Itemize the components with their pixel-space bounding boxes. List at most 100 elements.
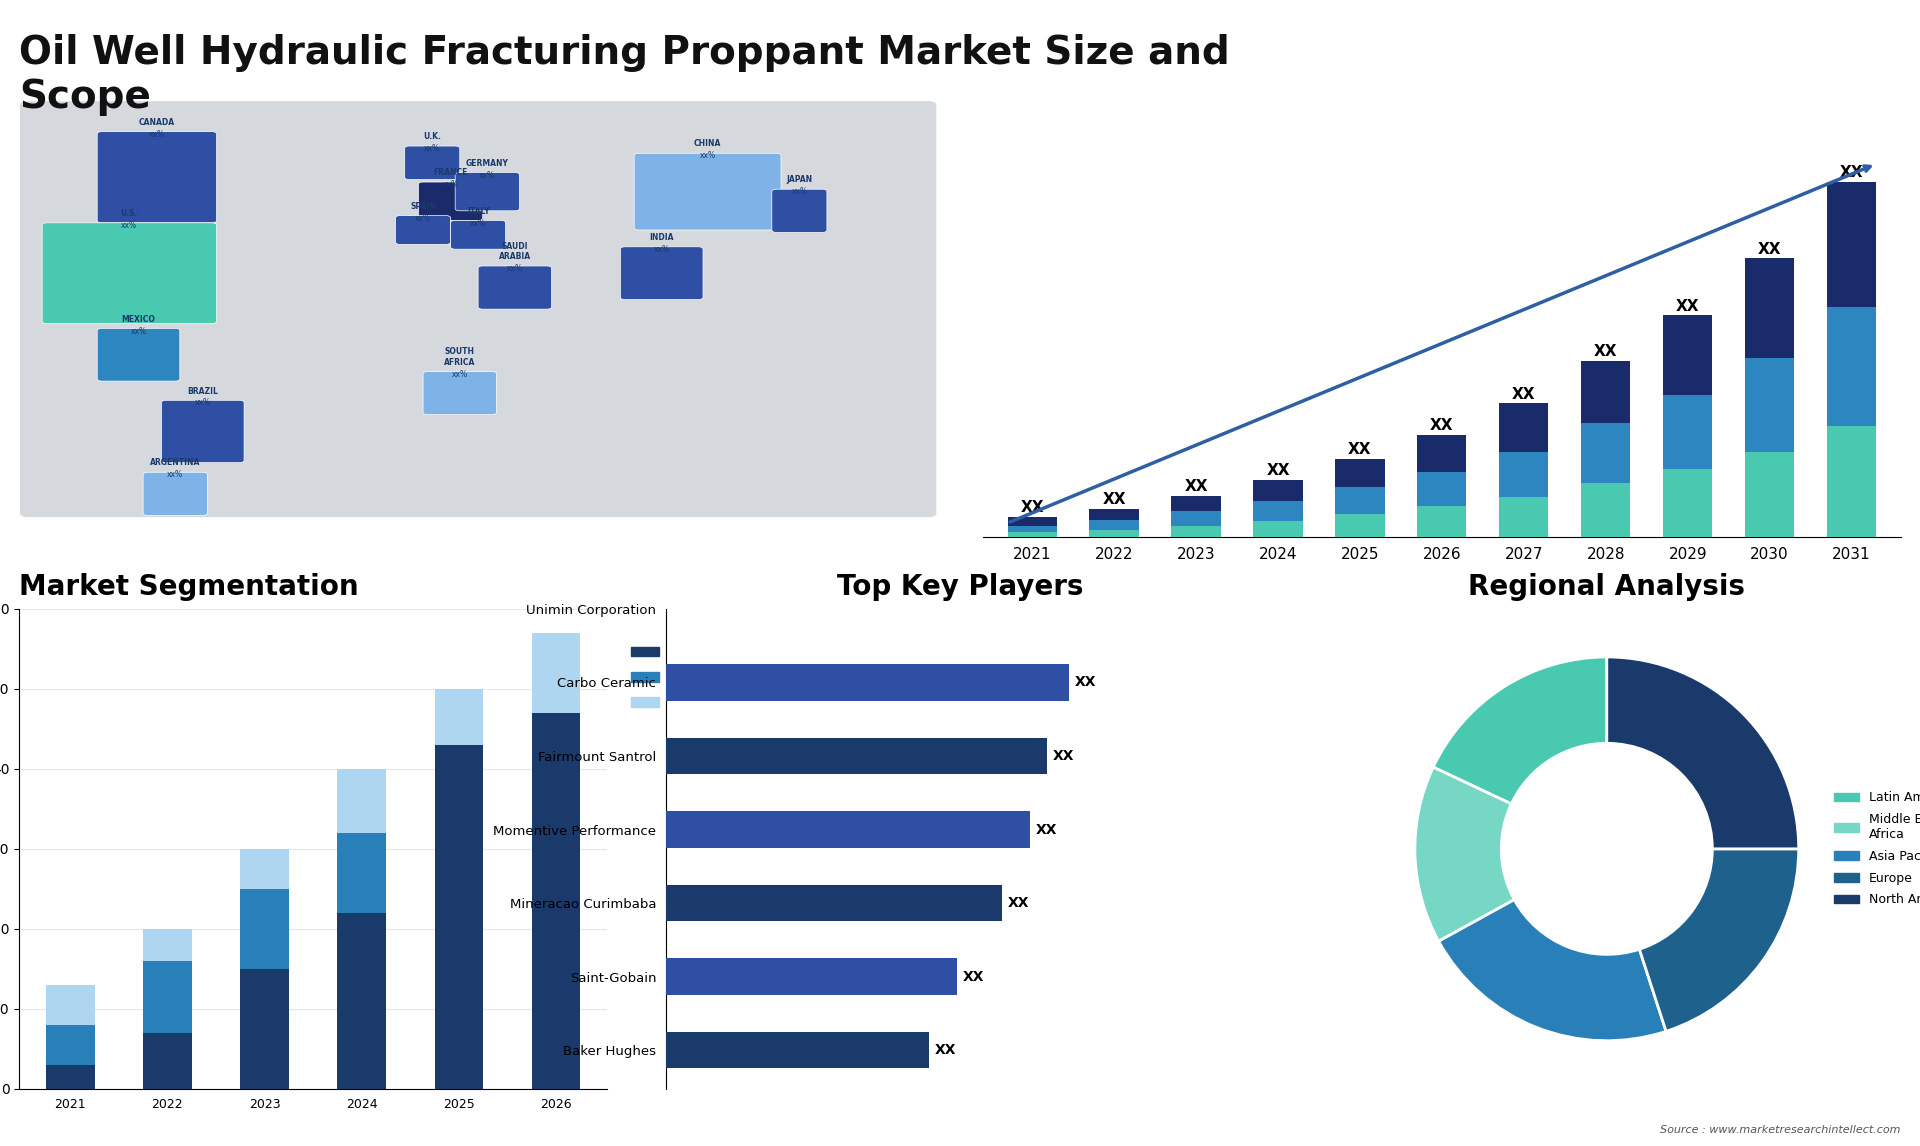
Text: xx%: xx% bbox=[470, 219, 486, 228]
Text: xx%: xx% bbox=[791, 188, 808, 196]
FancyBboxPatch shape bbox=[405, 146, 459, 180]
Bar bbox=[1008, 533, 1056, 537]
Bar bbox=[1008, 526, 1056, 533]
Text: xx%: xx% bbox=[480, 171, 495, 180]
Bar bbox=[338, 769, 386, 833]
Bar bbox=[46, 1025, 94, 1065]
Bar bbox=[1089, 531, 1139, 537]
Legend: Latin America, Middle East &
Africa, Asia Pacific, Europe, North America: Latin America, Middle East & Africa, Asi… bbox=[1830, 786, 1920, 911]
Text: XX: XX bbox=[1348, 442, 1371, 457]
Wedge shape bbox=[1432, 657, 1607, 803]
Bar bbox=[1171, 495, 1221, 511]
Bar bbox=[1828, 307, 1876, 426]
Title: Regional Analysis: Regional Analysis bbox=[1469, 573, 1745, 602]
Text: Oil Well Hydraulic Fracturing Proppant Market Size and
Scope: Oil Well Hydraulic Fracturing Proppant M… bbox=[19, 34, 1231, 117]
Text: GERMANY: GERMANY bbox=[467, 158, 509, 167]
Bar bbox=[1582, 423, 1630, 482]
Bar bbox=[338, 833, 386, 913]
Bar bbox=[338, 913, 386, 1089]
Bar bbox=[666, 738, 1046, 775]
Bar bbox=[1254, 521, 1302, 537]
Bar bbox=[666, 1031, 929, 1068]
Text: CANADA: CANADA bbox=[138, 118, 175, 127]
Bar bbox=[1254, 501, 1302, 521]
Text: XX: XX bbox=[1185, 479, 1208, 494]
Bar bbox=[144, 1033, 192, 1089]
FancyBboxPatch shape bbox=[455, 172, 520, 211]
FancyBboxPatch shape bbox=[634, 154, 781, 230]
Text: xx%: xx% bbox=[131, 327, 146, 336]
Bar bbox=[1417, 505, 1467, 537]
Text: xx%: xx% bbox=[415, 214, 432, 222]
Text: Market Segmentation: Market Segmentation bbox=[19, 573, 359, 602]
Bar bbox=[1582, 361, 1630, 423]
Text: FRANCE: FRANCE bbox=[434, 168, 468, 178]
Bar bbox=[1745, 452, 1795, 537]
Bar bbox=[1417, 434, 1467, 472]
Wedge shape bbox=[1438, 900, 1667, 1041]
Bar bbox=[1745, 358, 1795, 452]
Text: xx%: xx% bbox=[507, 265, 522, 273]
FancyBboxPatch shape bbox=[161, 400, 244, 463]
Text: XX: XX bbox=[1020, 501, 1044, 516]
Bar bbox=[144, 960, 192, 1033]
FancyBboxPatch shape bbox=[451, 220, 505, 249]
Text: XX: XX bbox=[1594, 344, 1617, 359]
Text: xx%: xx% bbox=[121, 221, 138, 230]
FancyBboxPatch shape bbox=[419, 182, 482, 220]
Text: CHINA: CHINA bbox=[693, 140, 722, 149]
Bar bbox=[240, 968, 288, 1089]
Text: xx%: xx% bbox=[653, 245, 670, 254]
Bar bbox=[1417, 472, 1467, 505]
FancyBboxPatch shape bbox=[42, 222, 217, 323]
Bar bbox=[666, 885, 1002, 921]
Bar bbox=[532, 713, 580, 1089]
Bar bbox=[1663, 395, 1713, 469]
FancyBboxPatch shape bbox=[422, 371, 497, 415]
Bar bbox=[666, 811, 1029, 848]
Bar bbox=[666, 665, 1069, 701]
Text: XX: XX bbox=[1676, 299, 1699, 314]
Text: U.S.: U.S. bbox=[121, 209, 138, 218]
Bar bbox=[1254, 479, 1302, 501]
Bar bbox=[1663, 469, 1713, 537]
Text: SOUTH
AFRICA: SOUTH AFRICA bbox=[444, 347, 476, 367]
Bar bbox=[532, 633, 580, 713]
Text: xx%: xx% bbox=[424, 144, 440, 154]
Text: XX: XX bbox=[1102, 492, 1125, 507]
Bar bbox=[1500, 452, 1548, 497]
Bar bbox=[434, 745, 484, 1089]
Title: Top Key Players: Top Key Players bbox=[837, 573, 1083, 602]
Bar bbox=[1334, 515, 1384, 537]
Text: XX: XX bbox=[1839, 165, 1864, 180]
Text: XX: XX bbox=[1430, 418, 1453, 433]
Bar bbox=[1745, 259, 1795, 358]
Text: XX: XX bbox=[1265, 463, 1290, 478]
Text: xx%: xx% bbox=[194, 399, 211, 408]
FancyBboxPatch shape bbox=[98, 329, 180, 382]
Legend: Type, Application, Geography: Type, Application, Geography bbox=[626, 639, 755, 715]
Bar bbox=[1334, 458, 1384, 487]
FancyBboxPatch shape bbox=[98, 132, 217, 222]
Text: XX: XX bbox=[1052, 749, 1073, 763]
Text: XX: XX bbox=[1035, 823, 1058, 837]
Bar bbox=[1582, 482, 1630, 537]
Bar bbox=[1008, 517, 1056, 526]
FancyBboxPatch shape bbox=[772, 189, 828, 233]
Text: SAUDI
ARABIA: SAUDI ARABIA bbox=[499, 242, 532, 261]
Bar bbox=[1500, 497, 1548, 537]
Bar bbox=[144, 928, 192, 960]
Text: xx%: xx% bbox=[150, 129, 165, 139]
Text: XX: XX bbox=[1075, 675, 1096, 690]
FancyBboxPatch shape bbox=[478, 266, 551, 309]
FancyBboxPatch shape bbox=[620, 246, 703, 299]
Bar bbox=[1089, 520, 1139, 531]
Wedge shape bbox=[1415, 767, 1515, 941]
Text: ITALY: ITALY bbox=[467, 206, 490, 215]
Text: BRAZIL: BRAZIL bbox=[188, 386, 219, 395]
Text: xx%: xx% bbox=[699, 151, 716, 160]
Text: xx%: xx% bbox=[167, 471, 182, 479]
FancyBboxPatch shape bbox=[144, 472, 207, 516]
Bar bbox=[46, 984, 94, 1025]
FancyBboxPatch shape bbox=[19, 101, 937, 518]
